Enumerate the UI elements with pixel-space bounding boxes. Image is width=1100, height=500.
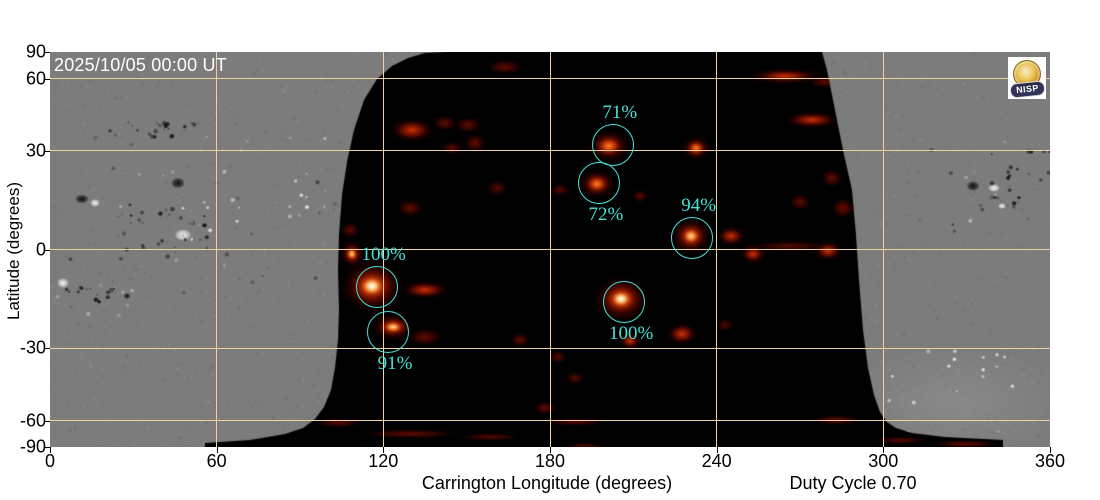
nisp-logo: NISP [1008, 57, 1046, 99]
y-tick-label--30: -30 [19, 337, 46, 358]
x-tick-0 [50, 447, 51, 453]
y-tick--30 [44, 348, 50, 350]
duty-cycle-label: Duty Cycle 0.70 [789, 473, 917, 493]
plot-area: 2025/10/05 00:00 UT NISP 71% 72% 94% 100% 91… [50, 52, 1050, 447]
y-tick-30 [44, 150, 50, 152]
y-tick-label-90: 90 [25, 41, 46, 62]
detection-circle-91%-4 [367, 310, 410, 353]
detection-label-94%-2: 94% [681, 195, 717, 217]
detection-label-71%-0: 71% [602, 101, 638, 123]
y-tick-0 [44, 249, 50, 251]
timestamp-label: 2025/10/05 00:00 UT [54, 55, 227, 75]
x-tick-240 [716, 447, 718, 453]
x-tick-label-0: 0 [44, 451, 56, 471]
detection-circle-100%-3 [355, 265, 398, 308]
y-tick-label-60: 60 [25, 68, 46, 88]
gridline-latitude-30 [50, 150, 1050, 152]
gridline-latitude--30 [50, 347, 1050, 349]
x-tick-label-180: 180 [534, 451, 566, 471]
detection-label-91%-4: 91% [377, 352, 413, 374]
detection-label-100%-3: 100% [361, 243, 406, 265]
y-tick-label--60: -60 [19, 410, 46, 430]
detection-label-72%-1: 72% [588, 203, 624, 225]
x-tick-label-60: 60 [206, 451, 227, 471]
x-tick-60 [216, 447, 218, 453]
gridline-latitude--60 [50, 420, 1050, 421]
x-tick-label-240: 240 [701, 451, 732, 471]
detection-circle-100%-5 [603, 280, 646, 323]
y-tick-label-0: 0 [35, 239, 46, 259]
x-tick-300 [883, 447, 885, 453]
x-tick-360 [1050, 447, 1051, 453]
gridline-latitude-60 [50, 78, 1050, 79]
detection-circle-94%-2 [670, 217, 713, 260]
y-tick-label--90: -90 [19, 436, 46, 457]
x-tick-180 [550, 447, 551, 453]
x-tick-label-360: 360 [1034, 451, 1066, 471]
y-tick--60 [44, 420, 50, 422]
y-tick-60 [44, 78, 50, 80]
gridline-latitude-0 [50, 249, 1050, 250]
y-tick-90 [44, 52, 50, 53]
detection-circle-72%-1 [577, 161, 620, 204]
x-axis-title: Carrington Longitude (degrees) [421, 473, 673, 493]
y-tick--90 [44, 447, 50, 448]
x-tick-label-120: 120 [368, 451, 399, 471]
x-tick-120 [383, 447, 385, 453]
x-tick-label-300: 300 [868, 451, 899, 471]
detection-circle-71%-0 [591, 123, 634, 166]
nisp-logo-label: NISP [1009, 80, 1046, 99]
y-tick-label-30: 30 [25, 140, 46, 161]
detection-label-100%-5: 100% [609, 322, 654, 344]
